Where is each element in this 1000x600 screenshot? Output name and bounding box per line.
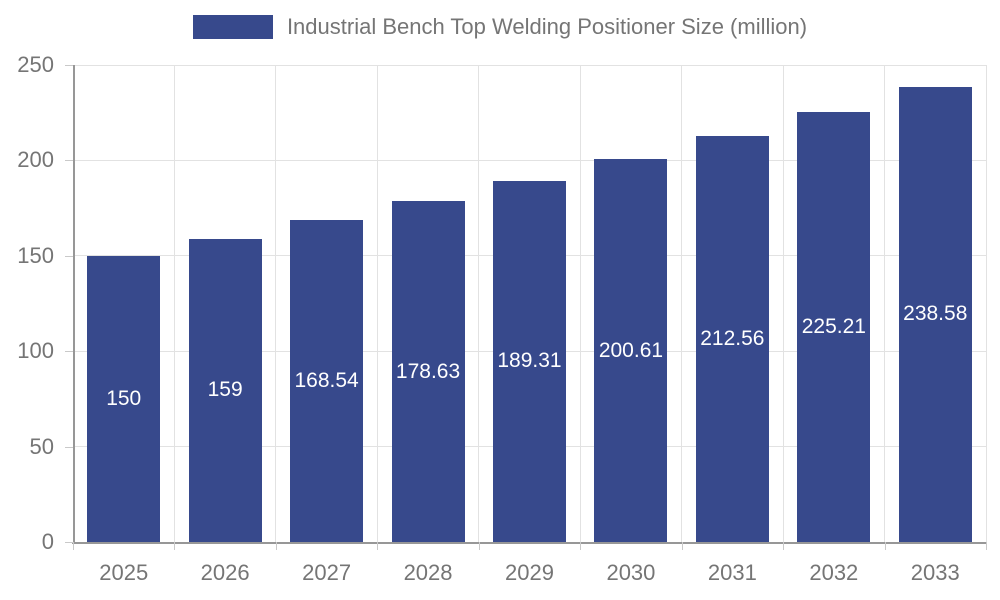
gridline-vertical xyxy=(275,65,277,542)
y-axis-tick-label: 200 xyxy=(17,147,54,173)
x-axis-tick-mark xyxy=(174,542,176,550)
x-axis-line xyxy=(72,542,986,544)
gridline-horizontal xyxy=(73,64,986,66)
gridline-vertical xyxy=(376,65,378,542)
x-axis-tick-mark xyxy=(986,542,987,550)
x-axis-tick-mark xyxy=(377,542,379,550)
y-axis-tick-label: 150 xyxy=(17,242,54,268)
y-axis-tick-mark xyxy=(65,255,73,257)
y-axis-tick-mark xyxy=(65,446,73,448)
y-axis-tick-label: 100 xyxy=(17,338,54,364)
y-axis-tick-mark xyxy=(65,351,73,353)
bar-2028[interactable] xyxy=(391,201,465,542)
y-axis-tick-label: 50 xyxy=(29,433,54,459)
gridline-vertical xyxy=(884,65,886,542)
gridline-vertical xyxy=(681,65,683,542)
bar-2030[interactable] xyxy=(594,159,668,542)
bar-2026[interactable] xyxy=(188,238,262,542)
y-axis-tick-label: 0 xyxy=(41,529,54,554)
bar-2025[interactable] xyxy=(87,255,161,542)
x-axis-tick-mark xyxy=(478,542,480,550)
x-axis-tick-label: 2029 xyxy=(505,560,554,585)
x-axis-tick-label: 2028 xyxy=(403,560,453,585)
bar-2027[interactable] xyxy=(290,220,364,542)
x-axis-tick-mark xyxy=(681,542,683,550)
x-axis-tick-label: 2025 xyxy=(99,560,149,585)
x-axis-tick-label: 2032 xyxy=(809,560,859,585)
gridline-vertical xyxy=(782,65,784,542)
bar-2029[interactable] xyxy=(493,180,566,542)
legend[interactable]: Industrial Bench Top Welding Positioner … xyxy=(0,14,1000,40)
legend-swatch[interactable] xyxy=(192,15,273,39)
gridline-vertical xyxy=(579,65,581,542)
plot-area: 150 159 168.54 178.63 189.31 200.61 212.56 225.… xyxy=(72,64,987,544)
y-axis-tick-mark xyxy=(65,542,73,543)
legend-label: Industrial Bench Top Welding Positioner … xyxy=(286,14,808,39)
x-axis-tick-label: 2030 xyxy=(606,560,656,585)
x-axis-tick-label: 2026 xyxy=(200,560,250,585)
gridline-vertical xyxy=(478,65,480,542)
x-axis-tick-label: 2027 xyxy=(302,560,352,585)
y-axis-line xyxy=(73,65,75,542)
x-axis-tick-mark xyxy=(884,542,886,550)
gridline-vertical xyxy=(173,65,175,542)
y-axis-tick-label: 250 xyxy=(17,52,54,77)
x-axis-tick-mark xyxy=(275,542,277,550)
gridline-horizontal xyxy=(73,159,986,161)
bar-2032[interactable] xyxy=(797,112,871,542)
bar-2033[interactable] xyxy=(898,86,972,542)
y-axis-tick-mark xyxy=(65,65,73,66)
gridline-vertical xyxy=(985,65,987,542)
x-axis-tick-mark xyxy=(73,542,74,550)
x-axis-tick-mark xyxy=(580,542,582,550)
x-axis-tick-mark xyxy=(783,542,785,550)
bar-2031[interactable] xyxy=(695,136,769,542)
y-axis-tick-mark xyxy=(65,160,73,162)
x-axis-tick-label: 2033 xyxy=(910,560,960,585)
x-axis-tick-label: 2031 xyxy=(707,560,757,585)
